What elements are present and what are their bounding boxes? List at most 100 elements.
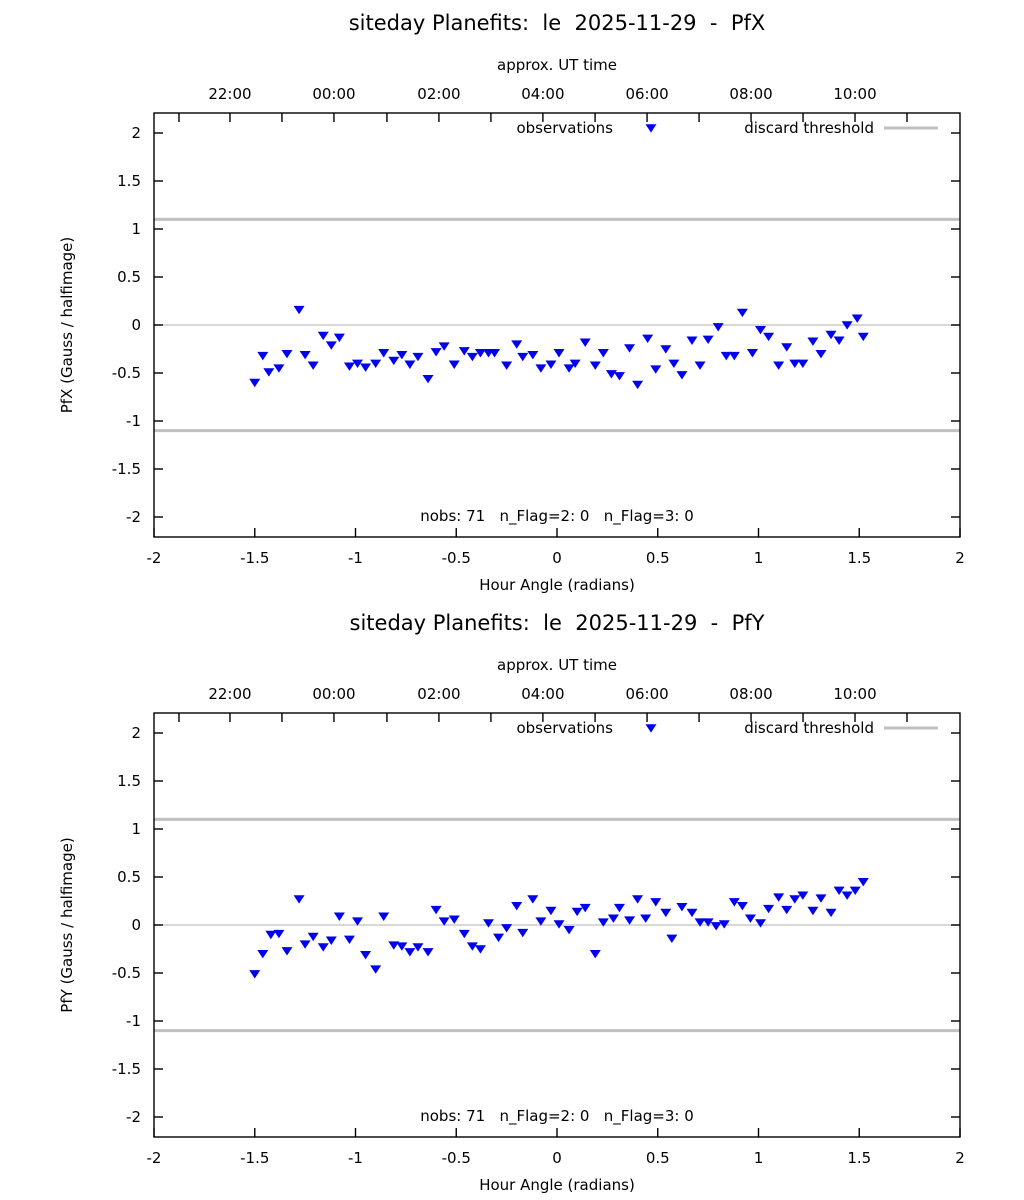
data-point <box>438 917 450 926</box>
data-point <box>841 321 853 330</box>
data-point <box>370 965 382 974</box>
data-point <box>360 950 372 960</box>
data-point <box>448 915 460 924</box>
x-axis-label: Hour Angle (radians) <box>479 576 635 594</box>
legend-threshold-label: discard threshold <box>744 119 874 137</box>
y-tick-label: 1 <box>131 820 141 838</box>
data-point <box>702 918 714 927</box>
y-tick-label: 1 <box>131 220 141 238</box>
data-point <box>448 360 460 369</box>
ut-axis-label: approx. UT time <box>497 656 617 674</box>
x-tick-label: 0.5 <box>646 1149 670 1167</box>
data-point <box>666 934 678 944</box>
y-tick-label: -2 <box>126 1108 141 1126</box>
data-point <box>343 362 355 371</box>
data-point <box>755 919 767 928</box>
data-point <box>360 363 372 372</box>
chart-title: siteday Planefits: le 2025-11-29 - PfX <box>349 11 766 35</box>
data-point <box>589 950 601 959</box>
y-tick-label: -1 <box>126 1012 141 1030</box>
data-point <box>317 331 329 341</box>
data-point <box>325 936 337 945</box>
legend-threshold-label: discard threshold <box>744 719 874 737</box>
data-point <box>569 359 581 368</box>
y-tick-label: 1.5 <box>117 172 141 190</box>
data-point <box>718 920 730 929</box>
data-point <box>501 361 513 370</box>
data-point <box>527 895 539 904</box>
data-point <box>660 345 672 354</box>
data-point <box>589 361 601 370</box>
data-point <box>430 905 442 915</box>
data-point <box>710 922 722 931</box>
ut-tick-label: 06:00 <box>625 85 668 103</box>
data-point <box>579 338 591 347</box>
data-point <box>511 340 523 349</box>
data-point <box>378 349 390 358</box>
data-point <box>694 361 706 370</box>
data-point <box>807 337 819 346</box>
chart-title: siteday Planefits: le 2025-11-29 - PfY <box>350 611 765 635</box>
x-tick-label: 1 <box>754 549 764 567</box>
data-point <box>249 970 261 979</box>
data-point <box>773 361 785 370</box>
data-point <box>317 943 329 952</box>
y-tick-label: -2 <box>126 508 141 526</box>
data-point <box>333 333 345 343</box>
data-point <box>686 336 698 345</box>
x-tick-label: -1 <box>348 549 363 567</box>
data-point <box>333 912 345 921</box>
data-point <box>624 916 636 925</box>
x-tick-label: -1.5 <box>240 549 269 567</box>
data-point <box>493 933 505 943</box>
data-point <box>404 948 416 957</box>
data-point <box>378 912 390 921</box>
data-point <box>352 359 364 368</box>
x-tick-label: -0.5 <box>442 1149 471 1167</box>
ut-tick-label: 22:00 <box>208 685 251 703</box>
data-point <box>370 359 382 368</box>
data-point <box>642 334 654 344</box>
data-point <box>263 368 275 377</box>
data-point <box>825 908 837 918</box>
data-point <box>273 929 285 939</box>
ut-tick-label: 08:00 <box>729 685 772 703</box>
data-point <box>563 926 575 935</box>
data-point <box>458 347 470 356</box>
data-point <box>660 908 672 918</box>
data-point <box>607 914 619 923</box>
x-tick-label: 2 <box>955 1149 965 1167</box>
data-point <box>545 360 557 369</box>
data-point <box>712 323 724 332</box>
data-point <box>430 348 442 357</box>
x-tick-label: 1.5 <box>847 549 871 567</box>
data-point <box>501 924 513 933</box>
data-point <box>273 364 285 373</box>
data-point <box>702 335 714 344</box>
data-point <box>412 943 424 952</box>
data-point <box>807 906 819 916</box>
legend-triangle-down-icon <box>645 124 657 133</box>
data-point <box>720 351 732 361</box>
data-point <box>535 917 547 926</box>
data-point <box>545 906 557 916</box>
data-point <box>728 351 740 361</box>
data-point <box>527 350 539 360</box>
data-point <box>404 360 416 369</box>
data-point <box>789 895 801 904</box>
data-point <box>624 344 636 353</box>
data-point <box>571 907 583 917</box>
data-point <box>307 932 319 942</box>
data-point <box>650 365 662 374</box>
data-point <box>825 330 837 340</box>
ut-tick-label: 10:00 <box>833 85 876 103</box>
y-tick-label: -1.5 <box>112 1060 141 1078</box>
data-point <box>281 350 293 359</box>
y-tick-label: -1 <box>126 412 141 430</box>
data-point <box>857 878 869 887</box>
data-point <box>797 891 809 900</box>
data-point <box>474 945 486 954</box>
legend-observations-label: observations <box>516 719 613 737</box>
x-tick-label: 1 <box>754 1149 764 1167</box>
y-tick-label: 0 <box>131 316 141 334</box>
